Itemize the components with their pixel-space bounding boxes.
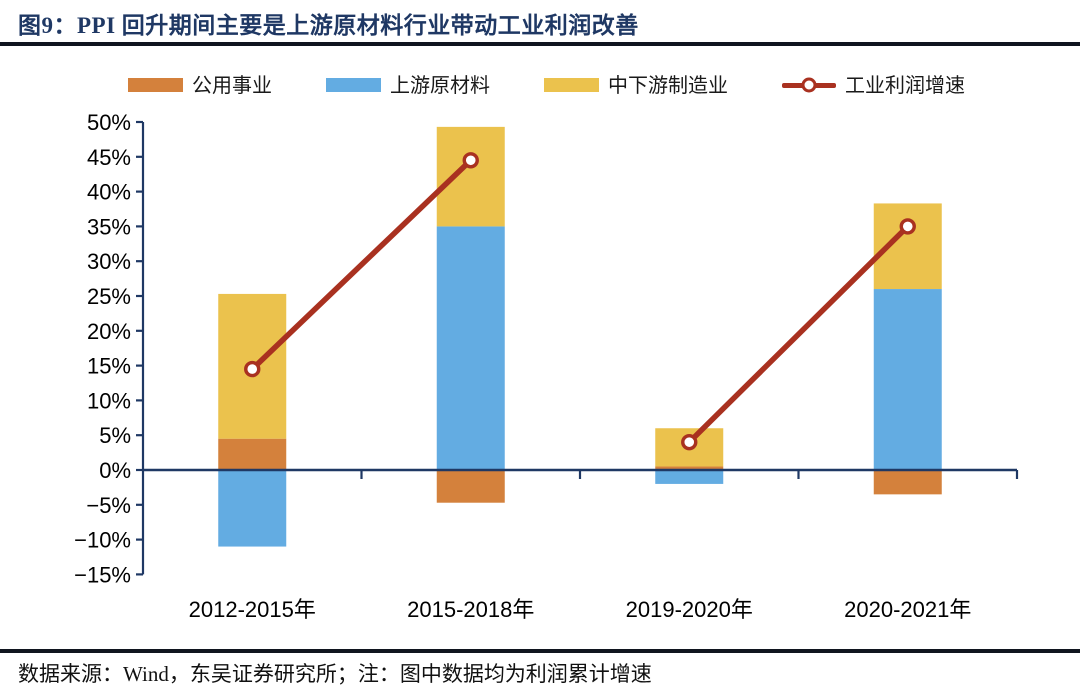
legend-item-downstream-manufacturing[interactable]: 中下游制造业 (544, 75, 728, 95)
profit-growth-marker (462, 152, 479, 169)
plot-chart: −15% −10% −5% 0% 5% 10% 15% 20% 25% 30% 35% 40% 45% 5… (74, 110, 1019, 622)
y-tick-label: 50% (87, 110, 131, 135)
legend-item-upstream-materials[interactable]: 上游原材料 (326, 75, 490, 95)
x-category-label: 2012-2015年 (189, 597, 316, 622)
x-category-label: 2019-2020年 (626, 597, 753, 622)
profit-growth-line-segment (686, 223, 911, 445)
y-tick-label: 30% (87, 249, 131, 274)
chart-area: −15% −10% −5% 0% 5% 10% 15% 20% 25% 30% 35% 40% 45% 5… (0, 55, 1080, 645)
y-tick-label: −5% (86, 493, 131, 518)
x-category-label: 2015-2018年 (407, 597, 534, 622)
source-note: 数据来源：Wind，东吴证券研究所；注：图中数据均为利润累计增速 (18, 662, 652, 686)
x-category-label: 2020-2021年 (844, 597, 971, 622)
legend-label-profit-growth: 工业利润增速 (845, 73, 965, 97)
figure-title: 图9：PPI 回升期间主要是上游原材料行业带动工业利润改善 (18, 13, 639, 38)
y-tick-label: 15% (87, 354, 131, 379)
y-tick-label: 10% (87, 388, 131, 413)
profit-growth-line-segment (249, 157, 474, 372)
legend-label-upstream-materials: 上游原材料 (390, 73, 490, 97)
legend-item-profit-growth[interactable]: 工业利润增速 (782, 75, 965, 95)
y-tick-label: 25% (87, 284, 131, 309)
y-tick-label: 35% (87, 214, 131, 239)
y-tick-label: −10% (74, 528, 131, 553)
bar-segment (873, 289, 942, 470)
legend-label-utilities: 公用事业 (192, 73, 272, 97)
y-tick-label: 0% (99, 458, 131, 483)
bar-segment (873, 470, 942, 495)
bar-segment (436, 470, 505, 503)
utilities-swatch-icon (128, 78, 183, 92)
line-open-circle-marker-icon (782, 76, 836, 94)
bar-segment (436, 226, 505, 470)
chart-legend: 公用事业 上游原材料 中下游制造业 工业利润增速 (128, 75, 965, 95)
legend-item-utilities[interactable]: 公用事业 (128, 75, 272, 95)
bar-segment (218, 470, 287, 547)
profit-growth-marker (244, 360, 261, 378)
upstream-materials-swatch-icon (326, 78, 381, 92)
bar-segment (655, 470, 724, 484)
bar-segment (436, 126, 505, 227)
y-tick-label: 45% (87, 145, 131, 170)
y-tick-label: 40% (87, 180, 131, 205)
profit-growth-marker (681, 433, 698, 451)
bar-segment (218, 438, 287, 470)
downstream-manufacturing-swatch-icon (544, 78, 599, 92)
legend-label-downstream-manufacturing: 中下游制造业 (608, 73, 728, 97)
y-tick-label: 5% (99, 423, 131, 448)
title-divider (0, 42, 1080, 46)
y-tick-label: −15% (74, 562, 131, 587)
footer-divider (0, 649, 1080, 653)
y-tick-label: 20% (87, 319, 131, 344)
profit-growth-marker (899, 218, 916, 235)
bar-segment (655, 466, 724, 470)
